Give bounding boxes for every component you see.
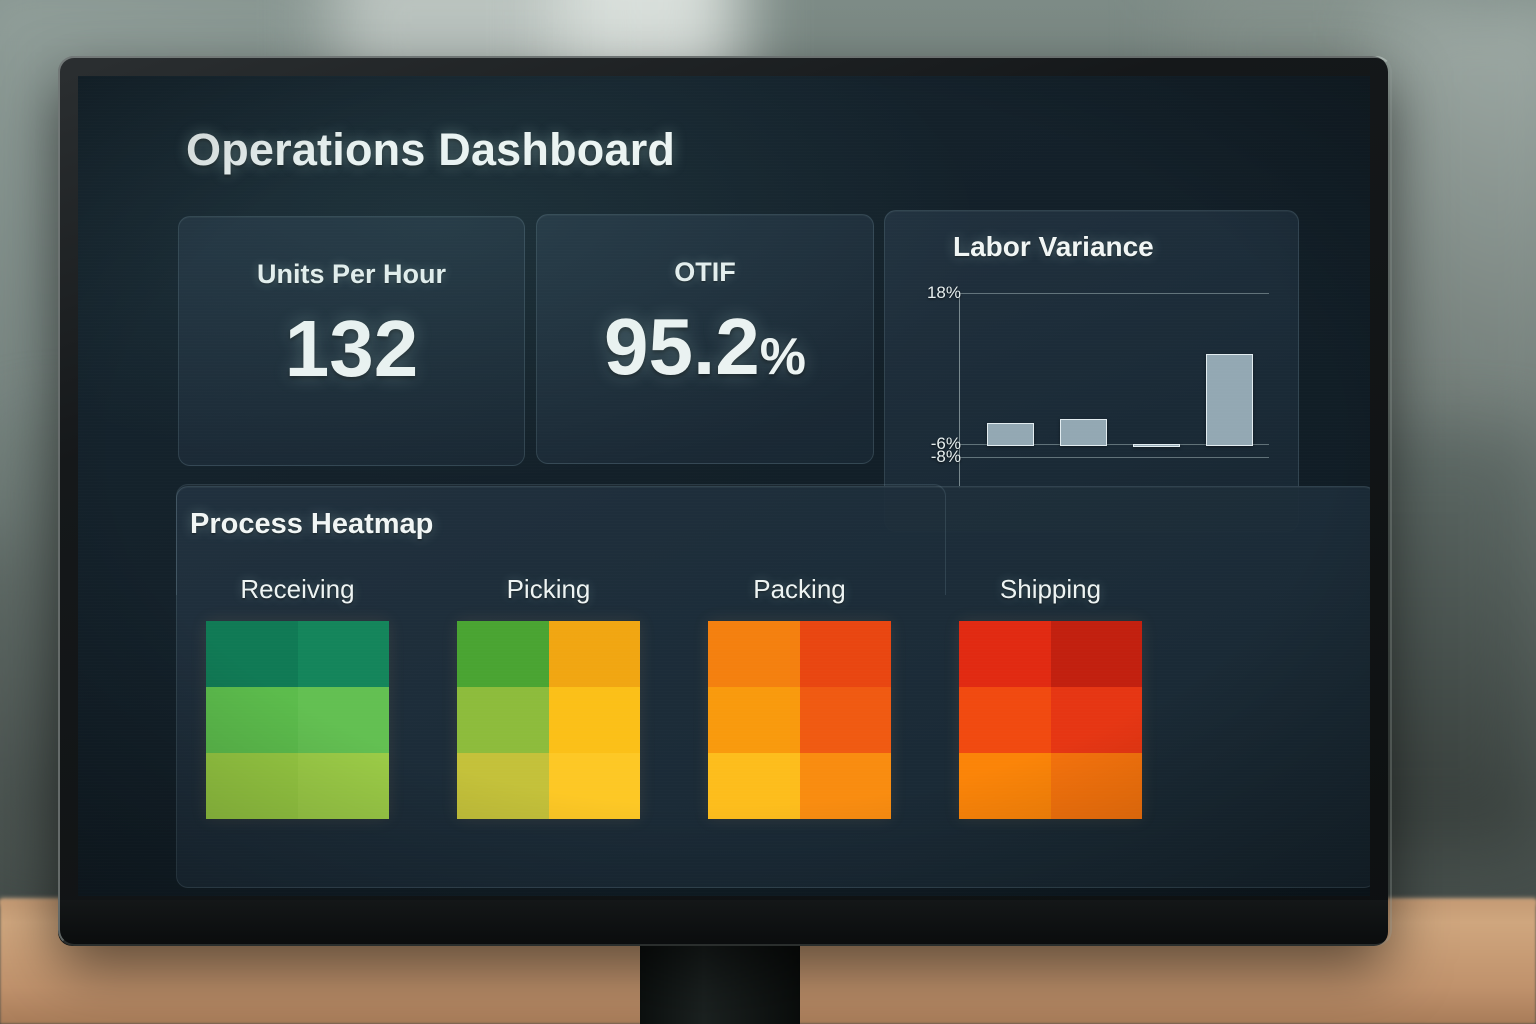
heatmap-cell[interactable] [548,753,640,819]
y-axis-line [959,293,960,489]
chart-bar[interactable] [1059,418,1108,447]
heatmap-cell[interactable] [206,621,298,687]
kpi-card-otif[interactable]: OTIF 95.2% [536,214,874,464]
process-heatmap-header-panel [176,484,946,595]
heatmap-cell[interactable] [457,753,549,819]
heatmap-cell[interactable] [959,753,1051,819]
dashboard-page: Operations Dashboard Units Per Hour 132 … [78,76,1370,896]
y-axis-tick-label: -6% [930,434,961,454]
heatmap-column[interactable]: Receiving [206,574,389,864]
chart-title: Labor Variance [953,231,1154,262]
kpi-label: Units Per Hour [256,259,447,289]
heatmap-cell[interactable] [959,687,1051,753]
chart-bar[interactable] [1132,444,1181,447]
heatmap-cell[interactable] [206,687,298,753]
heatmap-cell[interactable] [457,621,549,687]
heatmap-column-label: Receiving [240,574,355,604]
heatmap-grid [457,621,640,819]
heatmap-grid [206,621,389,819]
chart-bar[interactable] [986,422,1035,447]
heatmap-cell[interactable] [959,621,1051,687]
heatmap-cell[interactable] [708,753,800,819]
kpi-unit: % [759,328,806,386]
heatmap-cell[interactable] [297,687,389,753]
heatmap-cell[interactable] [548,687,640,753]
labor-variance-card[interactable]: Labor Variance 18% -6% -8% [884,210,1299,532]
heatmap-cell[interactable] [799,621,891,687]
heatmap-title: Process Heatmap [190,508,434,540]
kpi-card-units-per-hour[interactable]: Units Per Hour 132 [178,216,525,466]
heatmap-cell[interactable] [708,687,800,753]
heatmap-column[interactable]: Picking [457,574,640,864]
heatmap-column[interactable]: Packing [708,574,891,864]
heatmap-columns: Receiving Picking Packing Shipping [206,574,1206,864]
chart-gridline [959,444,1269,446]
heatmap-column-label: Picking [506,574,591,604]
heatmap-column-label: Shipping [999,574,1102,604]
heatmap-cell[interactable] [457,687,549,753]
kpi-value: 95.2% [537,307,873,387]
kpi-number: 95.2 [604,302,760,391]
page-title: Operations Dashboard [186,124,676,175]
y-axis-tick-label: 18% [926,283,961,302]
heatmap-grid [959,621,1142,819]
heatmap-cell[interactable] [1050,621,1142,687]
chart-bar[interactable] [1205,353,1254,447]
heatmap-cell[interactable] [548,621,640,687]
heatmap-column-label: Packing [753,574,846,604]
heatmap-cell[interactable] [1050,687,1142,753]
heatmap-cell[interactable] [297,621,389,687]
monitor-screen: Operations Dashboard Units Per Hour 132 … [78,76,1370,896]
chart-gridline [959,457,1269,458]
heatmap-cell[interactable] [297,753,389,819]
heatmap-grid [708,621,891,819]
heatmap-column[interactable]: Shipping [959,574,1142,864]
monitor-bottom-bezel [58,900,1388,946]
heatmap-cell[interactable] [799,753,891,819]
y-axis-tick-label: -8% [930,447,961,466]
heatmap-cell[interactable] [1050,753,1142,819]
heatmap-cell[interactable] [708,621,800,687]
labor-variance-plot: 18% -6% -8% [927,283,1269,489]
kpi-value: 132 [179,309,524,389]
kpi-number: 132 [284,304,419,393]
heatmap-cell[interactable] [206,753,298,819]
kpi-label: OTIF [674,257,736,287]
chart-gridline [959,293,1269,294]
heatmap-cell[interactable] [799,687,891,753]
